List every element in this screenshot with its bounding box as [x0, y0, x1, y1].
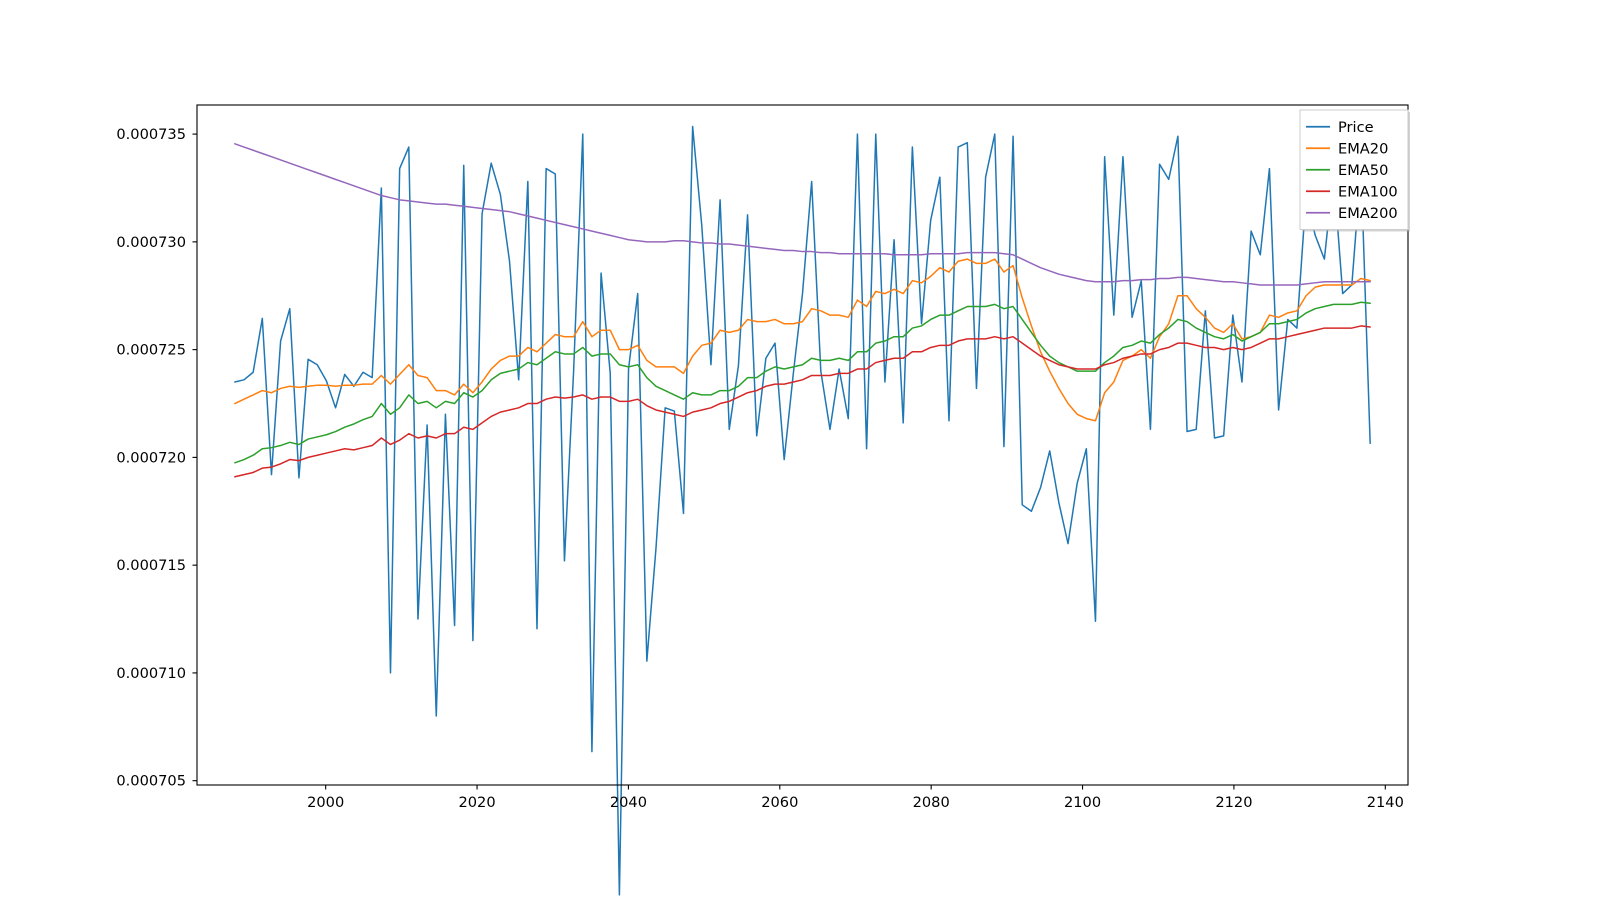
- legend-label-ema50: EMA50: [1338, 162, 1388, 179]
- legend-label-ema100: EMA100: [1338, 183, 1398, 200]
- axes-spines: [196, 104, 1409, 786]
- x-tick-label: 2000: [307, 794, 344, 811]
- legend-label-ema20: EMA20: [1338, 140, 1388, 157]
- legend[interactable]: Price EMA20 EMA50 EMA100 EMA200: [1299, 109, 1410, 232]
- series-line-ema20: [234, 258, 1371, 422]
- series-line-ema100: [234, 325, 1371, 478]
- legend-label-ema200: EMA200: [1338, 205, 1398, 222]
- x-tick-label: 2060: [761, 794, 798, 811]
- legend-label-price: Price: [1338, 119, 1374, 136]
- x-tick-label: 2020: [458, 794, 495, 811]
- series-line-ema50: [234, 301, 1371, 464]
- y-axis: 0.000705 0.000710 0.000715 0.000720 0.000725…: [116, 126, 197, 790]
- x-axis: 2000 2020 2040 2060 2080 2100 2120 2140: [307, 785, 1404, 811]
- axes-background: [197, 105, 1408, 785]
- series-line-price: [234, 125, 1371, 896]
- x-tick-label: 2100: [1064, 794, 1101, 811]
- x-tick-label: 2080: [913, 794, 950, 811]
- series-line-ema200: [234, 143, 1371, 286]
- x-tick-label: 2140: [1367, 794, 1404, 811]
- data-series-layer: [234, 125, 1371, 896]
- x-tick-label: 2120: [1215, 794, 1252, 811]
- y-tick-label: 0.000715: [116, 557, 186, 574]
- y-tick-label: 0.000735: [116, 126, 186, 143]
- y-tick-label: 0.000720: [116, 449, 186, 466]
- y-tick-label: 0.000705: [116, 773, 186, 790]
- y-tick-label: 0.000725: [116, 342, 186, 359]
- x-tick-label: 2040: [610, 794, 647, 811]
- y-tick-label: 0.000730: [116, 234, 186, 251]
- y-tick-label: 0.000710: [116, 665, 186, 682]
